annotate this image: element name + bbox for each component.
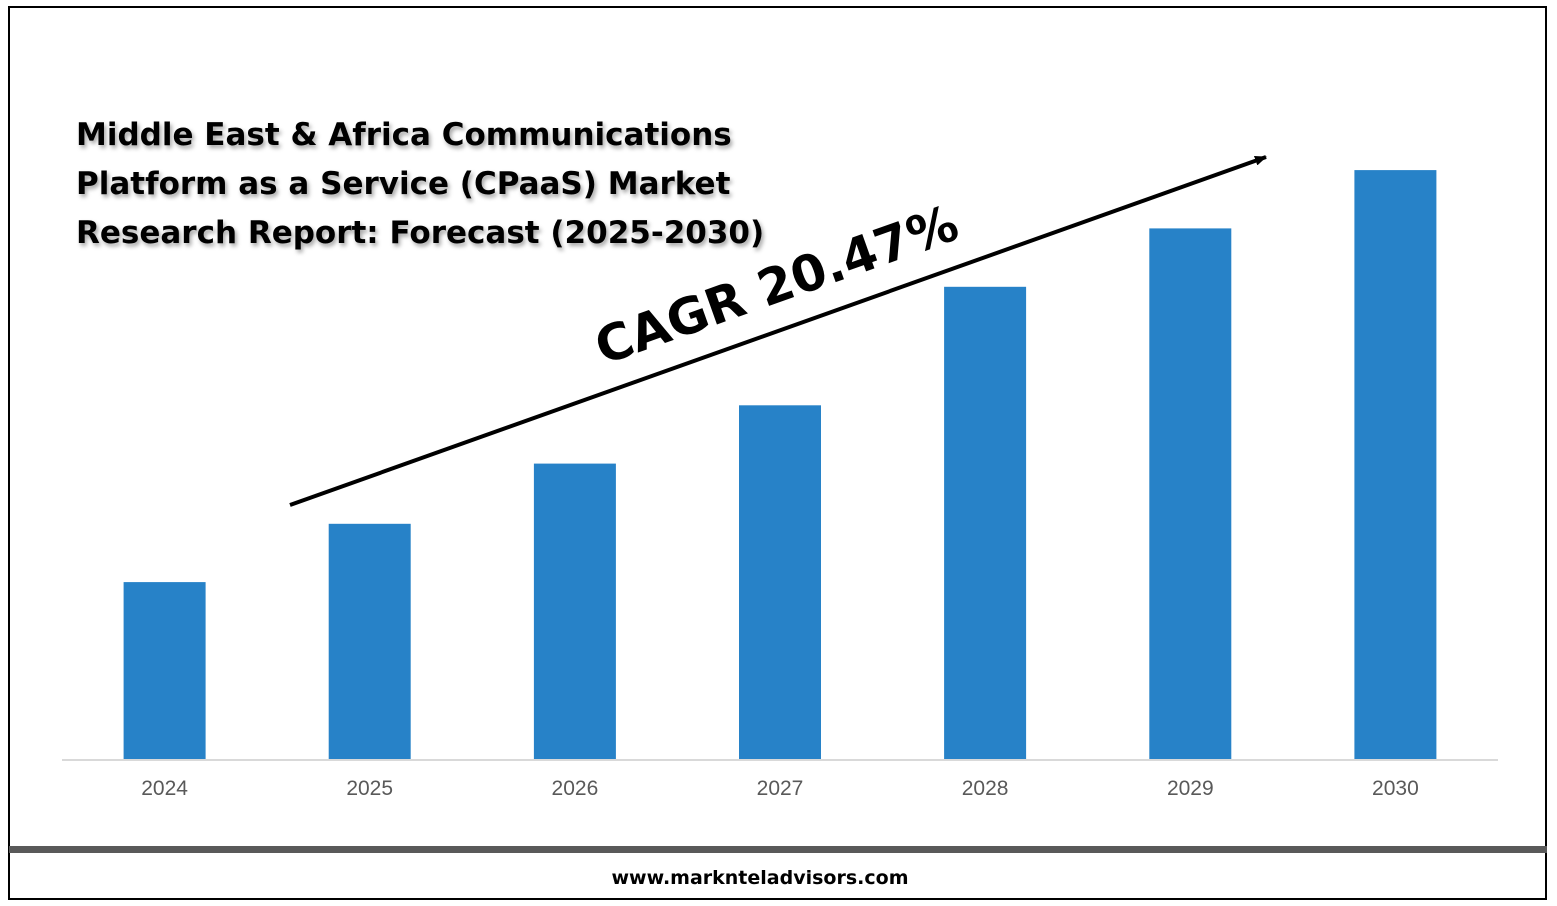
chart-frame [8, 6, 1547, 900]
x-tick-label-2025: 2025 [346, 777, 393, 800]
bar-2028 [944, 286, 1027, 759]
x-tick-label-2028: 2028 [962, 777, 1009, 800]
chart-title-line-3: Research Report: Forecast (2025-2030) [76, 215, 764, 251]
x-tick-label-2030: 2030 [1372, 777, 1419, 800]
chart-title-line-2: Platform as a Service (CPaaS) Market [76, 166, 731, 202]
bar-2026 [533, 463, 616, 759]
chart-title-line-1: Middle East & Africa Communications [76, 117, 732, 153]
bar-2024 [123, 582, 206, 759]
x-tick-label-2024: 2024 [141, 777, 188, 800]
x-tick-label-2027: 2027 [757, 777, 804, 800]
x-tick-label-2029: 2029 [1167, 777, 1214, 800]
bar-2027 [739, 405, 821, 759]
growth-arrow [289, 155, 1267, 507]
bar-2025 [328, 523, 411, 759]
footer-divider [9, 846, 1547, 853]
x-tick-labels: 2024 2025 2026 2027 2028 2029 2030 [141, 777, 1419, 800]
bar-2029 [1149, 228, 1232, 759]
bars-group [123, 170, 1437, 760]
bar-2030 [1354, 170, 1437, 760]
x-tick-label-2026: 2026 [552, 777, 599, 800]
footer-website: www.marknteladvisors.com [612, 867, 909, 889]
